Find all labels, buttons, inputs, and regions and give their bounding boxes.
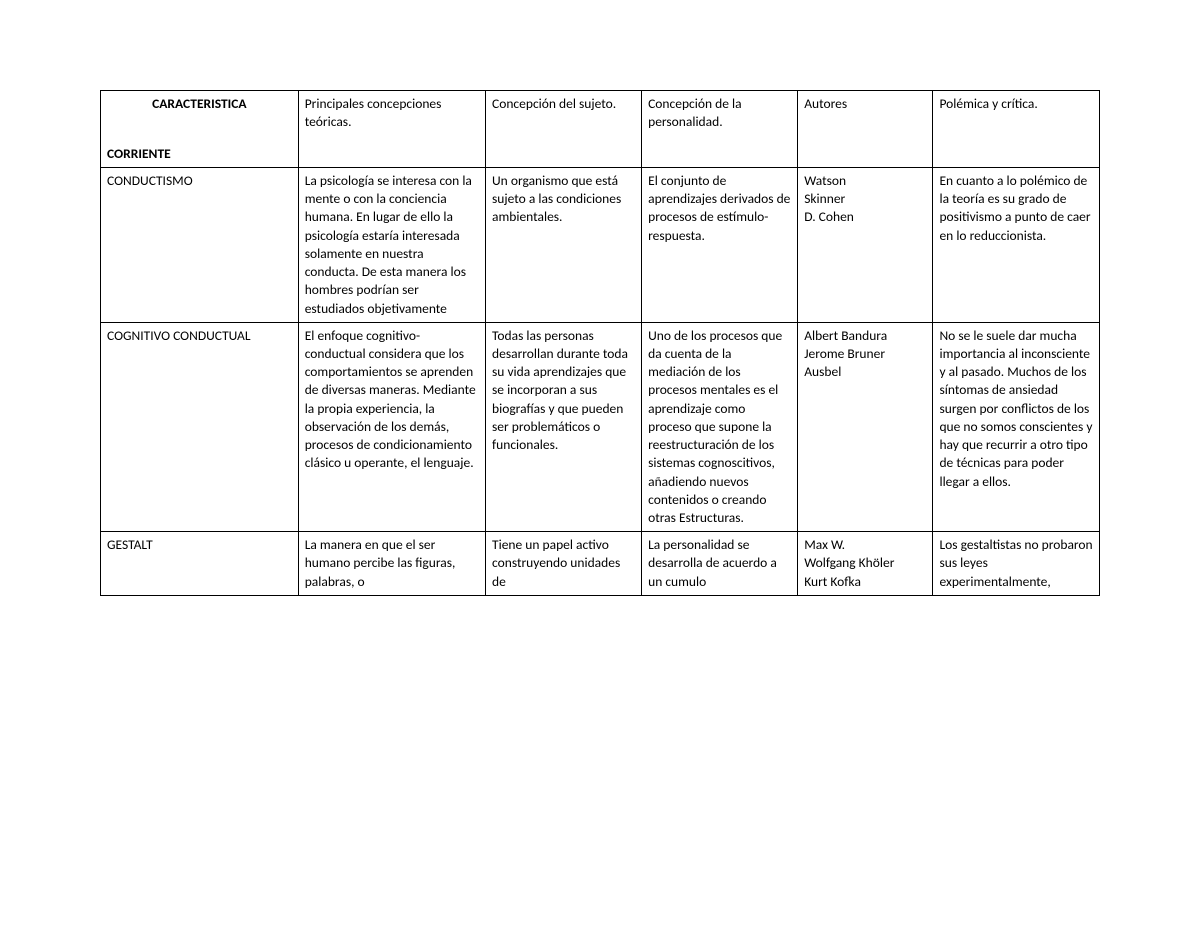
psychology-currents-table: CARACTERISTICA CORRIENTE Principales con… (100, 90, 1100, 596)
author: Watson (804, 172, 926, 190)
header-col-theory: Principales concepciones teóricas. (298, 91, 485, 168)
row-subject: Todas las personas desarrollan durante t… (486, 322, 642, 531)
row-subject: Un organismo que está sujeto a las condi… (486, 168, 642, 323)
row-personality: El conjunto de aprendizajes derivados de… (642, 168, 798, 323)
header-corner-top: CARACTERISTICA (107, 95, 292, 113)
table-row: COGNITIVO CONDUCTUAL El enfoque cognitiv… (101, 322, 1100, 531)
table-header-row: CARACTERISTICA CORRIENTE Principales con… (101, 91, 1100, 168)
author: Jerome Bruner (804, 345, 926, 363)
row-personality: Uno de los procesos que da cuenta de la … (642, 322, 798, 531)
row-critique: No se le suele dar mucha importancia al … (933, 322, 1100, 531)
row-theory: La psicología se interesa con la mente o… (298, 168, 485, 323)
row-theory: El enfoque cognitivo-conductual consider… (298, 322, 485, 531)
row-authors: Watson Skinner D. Cohen (798, 168, 933, 323)
row-critique: En cuanto a lo polémico de la teoría es … (933, 168, 1100, 323)
author: D. Cohen (804, 208, 926, 226)
table-row: CONDUCTISMO La psicología se interesa co… (101, 168, 1100, 323)
row-name: COGNITIVO CONDUCTUAL (101, 322, 299, 531)
header-col-authors: Autores (798, 91, 933, 168)
header-corner-cell: CARACTERISTICA CORRIENTE (101, 91, 299, 168)
row-authors: Max W. Wolfgang Khöler Kurt Kofka (798, 532, 933, 596)
row-personality: La personalidad se desarrolla de acuerdo… (642, 532, 798, 596)
row-critique: Los gestaltistas no probaron sus leyes e… (933, 532, 1100, 596)
author: Max W. (804, 536, 926, 554)
author: Wolfgang Khöler (804, 554, 926, 572)
row-name: CONDUCTISMO (101, 168, 299, 323)
table-body: CARACTERISTICA CORRIENTE Principales con… (101, 91, 1100, 596)
author: Kurt Kofka (804, 573, 926, 591)
row-authors: Albert Bandura Jerome Bruner Ausbel (798, 322, 933, 531)
row-subject: Tiene un papel activo construyendo unida… (486, 532, 642, 596)
header-col-critique: Polémica y crítica. (933, 91, 1100, 168)
header-col-personality: Concepción de la personalidad. (642, 91, 798, 168)
author: Skinner (804, 190, 926, 208)
header-corner-bottom: CORRIENTE (107, 143, 292, 163)
header-col-subject: Concepción del sujeto. (486, 91, 642, 168)
row-name: GESTALT (101, 532, 299, 596)
row-theory: La manera en que el ser humano percibe l… (298, 532, 485, 596)
table-row: GESTALT La manera en que el ser humano p… (101, 532, 1100, 596)
author: Ausbel (804, 363, 926, 381)
author: Albert Bandura (804, 327, 926, 345)
